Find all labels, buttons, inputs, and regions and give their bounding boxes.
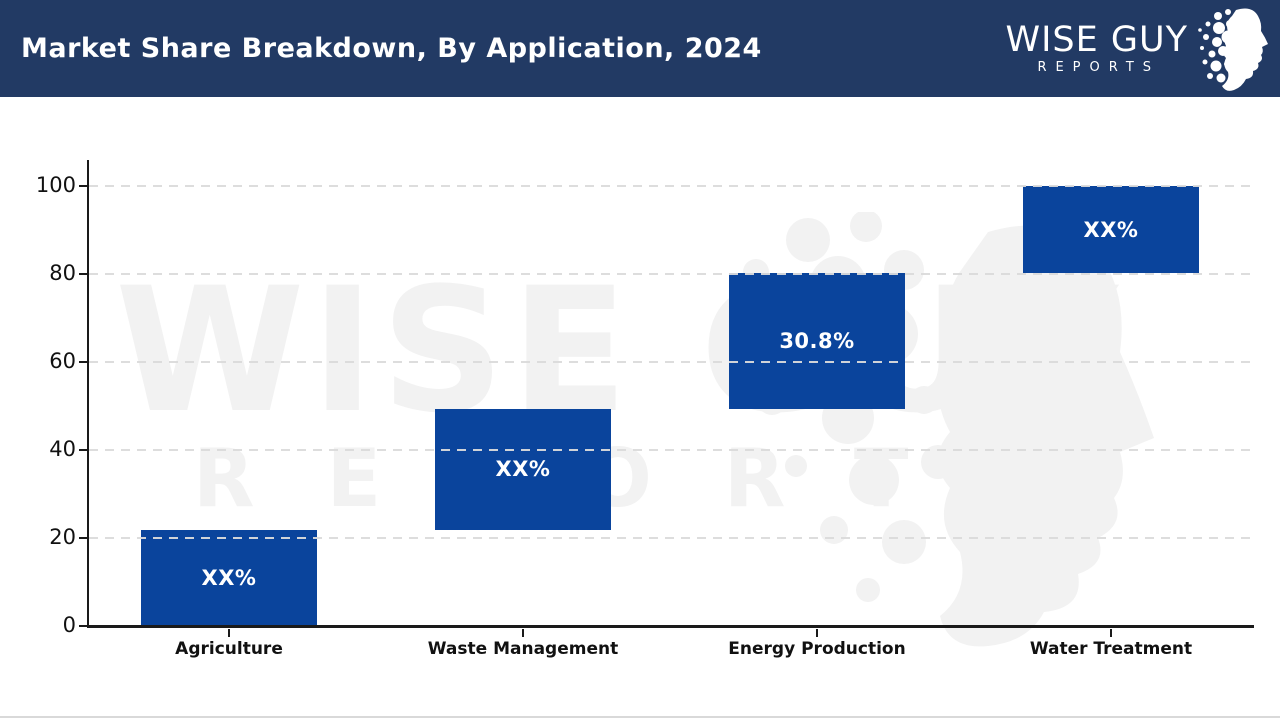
- y-tick-label-0: 0: [62, 613, 76, 637]
- bar-water-treatment: XX%: [1023, 186, 1199, 274]
- gridline-y100: [89, 185, 1253, 187]
- logo-text: WISE GUY REPORTS: [1005, 20, 1188, 75]
- x-category-label: Agriculture: [175, 639, 283, 659]
- gridline-y60: [89, 361, 1253, 363]
- y-tick-0: [79, 625, 88, 627]
- wise-guy-logo: WISE GUY REPORTS: [1005, 4, 1280, 94]
- bar-agriculture: XX%: [141, 530, 317, 626]
- header-bar: Market Share Breakdown, By Application, …: [0, 0, 1280, 97]
- bar-value-label: 30.8%: [779, 328, 855, 353]
- y-tick-20: [79, 537, 88, 539]
- chart-area: WISE GUY REPORTS 0 20 40 60 80 100 XX% Agricult…: [0, 97, 1280, 718]
- x-category-label: Waste Management: [427, 639, 619, 659]
- bar-value-label: XX%: [201, 566, 257, 591]
- x-tick-3: [816, 629, 818, 637]
- bar-energy-production: 30.8%: [729, 273, 905, 409]
- logo-face-icon: [1198, 7, 1268, 91]
- y-tick-label-20: 20: [49, 525, 76, 549]
- x-tick-4: [1110, 629, 1112, 637]
- bar-waste-management: XX%: [435, 408, 611, 531]
- x-category-label: Energy Production: [728, 639, 906, 659]
- watermark-subtext: REPORTS: [193, 432, 1111, 525]
- y-tick-label-60: 60: [49, 349, 76, 373]
- y-tick-100: [79, 185, 88, 187]
- y-tick-60: [79, 361, 88, 363]
- logo-subtext: REPORTS: [1037, 60, 1161, 75]
- gridline-y80: [89, 273, 1253, 275]
- y-tick-label-80: 80: [49, 261, 76, 285]
- gridline-y40: [89, 449, 1253, 451]
- x-tick-2: [522, 629, 524, 637]
- y-tick-label-40: 40: [49, 437, 76, 461]
- y-axis-line: [87, 160, 89, 628]
- x-axis-line: [87, 625, 1254, 628]
- x-category-label: Water Treatment: [1029, 639, 1193, 659]
- watermark-wordmark: WISE GUY: [115, 250, 1124, 451]
- page-title: Market Share Breakdown, By Application, …: [21, 33, 762, 64]
- bar-value-label: XX%: [495, 457, 551, 482]
- y-tick-label-100: 100: [35, 173, 76, 197]
- logo-wordmark: WISE GUY: [1005, 20, 1188, 60]
- bottom-divider: [0, 716, 1280, 718]
- x-tick-1: [228, 629, 230, 637]
- y-tick-40: [79, 449, 88, 451]
- watermark: WISE GUY REPORTS: [115, 265, 1123, 519]
- bar-value-label: XX%: [1083, 217, 1139, 242]
- y-tick-80: [79, 273, 88, 275]
- gridline-y20: [89, 537, 1253, 539]
